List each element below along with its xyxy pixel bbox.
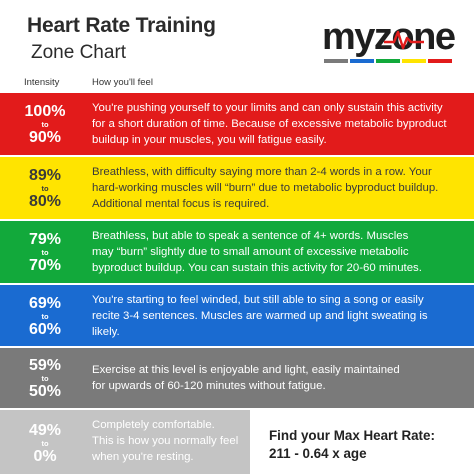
heartbeat-pulse-icon: [384, 30, 424, 50]
zone-row-blue: 69% to 60% You're starting to feel winde…: [0, 285, 474, 346]
chart-title: Heart Rate Training: [27, 14, 216, 37]
zone-row-green: 79% to 70% Breathless, but able to speak…: [0, 221, 474, 283]
zone-description-line: likely.: [92, 326, 120, 339]
zone-range-to: to: [41, 184, 49, 193]
zone-range-to: to: [41, 374, 49, 383]
zone-range: 79% to 70%: [12, 231, 78, 274]
zone-description-line: Additional mental focus is required.: [92, 198, 270, 211]
zone-description-line: You're starting to feel winded, but stil…: [92, 294, 424, 306]
zone-range-high: 69%: [28, 295, 62, 312]
logo-stripe: [324, 59, 348, 63]
formula-heading: Find your Max Heart Rate:: [269, 428, 435, 443]
zone-range-high: 59%: [28, 357, 62, 374]
zone-description-line: may “burn” slightly due to small amount …: [92, 246, 409, 259]
zone-description: You're starting to feel winded, but stil…: [92, 292, 464, 341]
max-heart-rate-formula: Find your Max Heart Rate: 211 - 0.64 x a…: [250, 410, 474, 474]
zone-description-line: buildup in your muscles, you will fatigu…: [92, 134, 327, 147]
zone-range-high: 79%: [28, 231, 62, 248]
column-header-intensity: Intensity: [24, 77, 60, 88]
zone-description: Breathless, but able to speak a sentence…: [92, 228, 464, 277]
zone-description-line: byproduct buildup. You can sustain this …: [92, 262, 422, 275]
logo-stripe: [350, 59, 374, 63]
zone-description-line: You're pushing yourself to your limits a…: [92, 102, 443, 114]
zone-description-line: Completely comfortable.: [92, 419, 215, 431]
formula-expression: 211 - 0.64 x age: [269, 446, 367, 461]
zone-description-line: for upwards of 60-120 minutes without fa…: [92, 380, 326, 393]
zone-row-red: 100% to 90% You're pushing yourself to y…: [0, 93, 474, 155]
myzone-logo: myzone: [322, 16, 456, 66]
zone-range-low: 70%: [28, 257, 62, 274]
zone-range: 89% to 80%: [12, 167, 78, 210]
zone-range-to: to: [41, 439, 49, 448]
logo-stripe: [376, 59, 400, 63]
zone-description-line: recite 3-4 sentences. Muscles are warmed…: [92, 310, 428, 323]
zone-range-low: 60%: [28, 321, 62, 338]
zone-range-high: 49%: [28, 422, 62, 439]
zone-description-line: Exercise at this level is enjoyable and …: [92, 364, 400, 376]
zone-description-line: Breathless, with difficulty saying more …: [92, 166, 432, 178]
zone-range-low: 0%: [33, 448, 57, 465]
zone-range-to: to: [41, 120, 49, 129]
zone-range-to: to: [41, 312, 49, 321]
zone-description-line: when you're resting.: [92, 451, 194, 464]
zone-description: Breathless, with difficulty saying more …: [92, 164, 464, 213]
zone-description: Exercise at this level is enjoyable and …: [92, 362, 464, 394]
zone-description: You're pushing yourself to your limits a…: [92, 100, 464, 149]
zone-range-high: 100%: [24, 103, 66, 120]
zone-range-to: to: [41, 248, 49, 257]
column-header-feel: How you'll feel: [92, 77, 153, 88]
zone-row-light-gray: 49% to 0% Completely comfortable. This i…: [0, 410, 250, 474]
zone-range-low: 50%: [28, 383, 62, 400]
zone-range-high: 89%: [28, 167, 62, 184]
chart-subtitle: Zone Chart: [31, 42, 127, 63]
zone-description-line: hard-working muscles will “burn” due to …: [92, 182, 439, 195]
zone-row-yellow: 89% to 80% Breathless, with difficulty s…: [0, 157, 474, 219]
zone-range: 59% to 50%: [12, 357, 78, 400]
logo-color-stripes: [324, 59, 452, 63]
logo-stripe: [402, 59, 426, 63]
logo-stripe: [428, 59, 452, 63]
zone-range-low: 90%: [28, 129, 62, 146]
zone-range: 69% to 60%: [12, 295, 78, 338]
zone-row-gray: 59% to 50% Exercise at this level is enj…: [0, 348, 474, 408]
zone-description-line: Breathless, but able to speak a sentence…: [92, 230, 409, 242]
zone-range: 100% to 90%: [12, 103, 78, 146]
zone-range-low: 80%: [28, 193, 62, 210]
logo-wordmark: myzone: [322, 16, 456, 58]
zone-description-line: This is how you normally feel: [92, 435, 239, 448]
zone-range: 49% to 0%: [12, 422, 78, 465]
zone-description: Completely comfortable. This is how you …: [92, 417, 250, 466]
header: Heart Rate Training Zone Chart Intensity…: [0, 0, 474, 90]
zone-description-line: for a short duration of time. Because of…: [92, 118, 447, 131]
